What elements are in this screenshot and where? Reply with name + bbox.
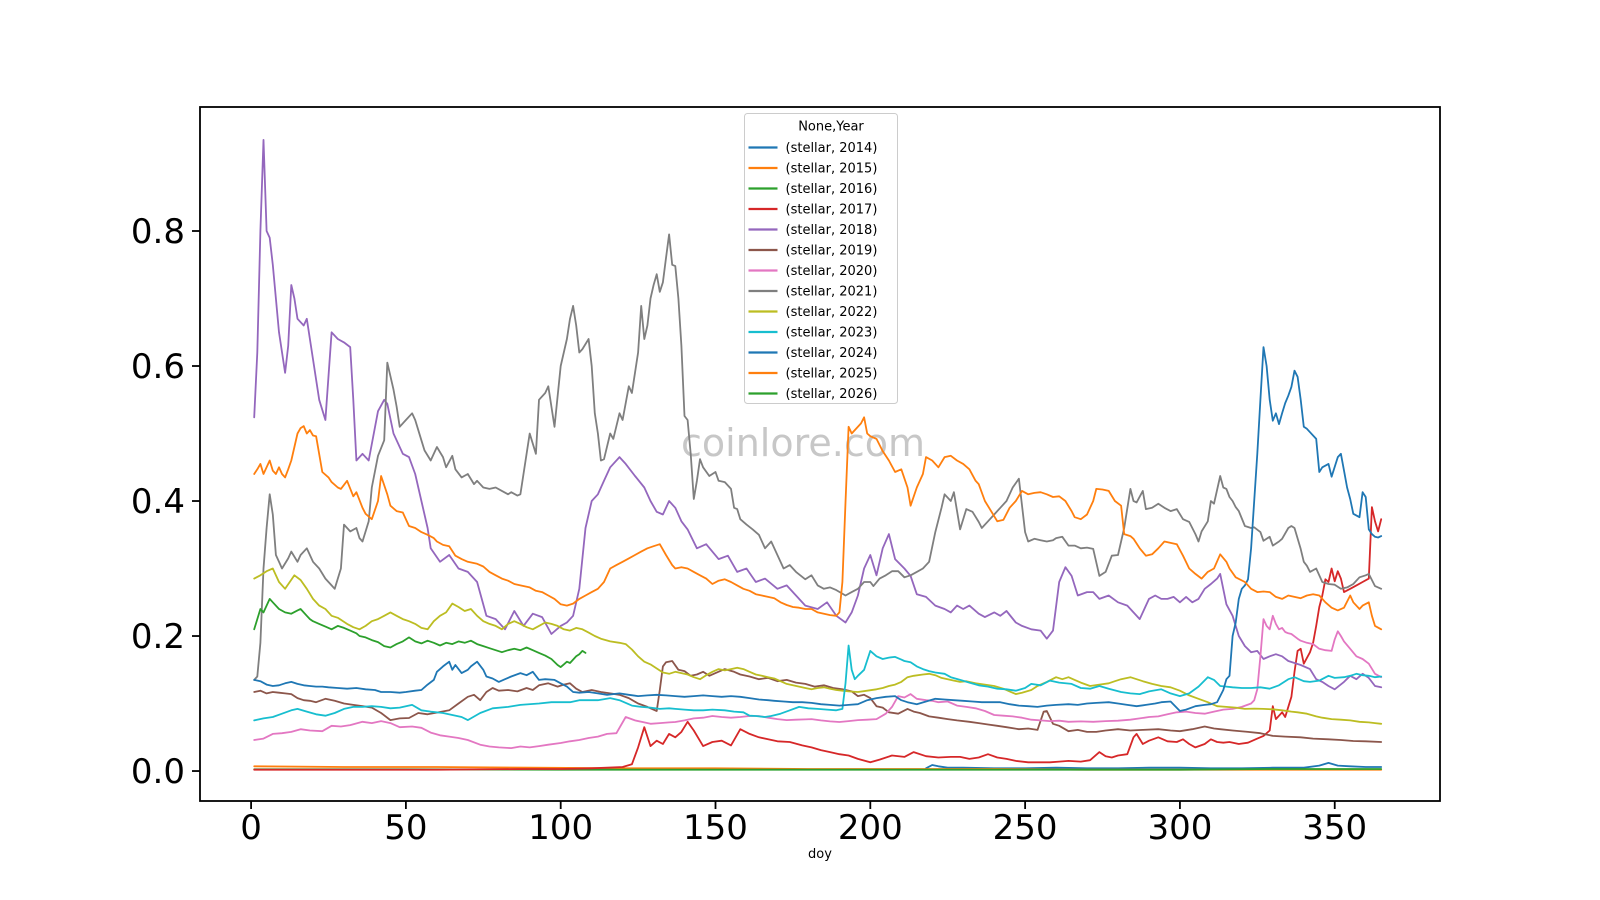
legend-label-2019: (stellar, 2019) (786, 244, 878, 259)
legend-label-2014: (stellar, 2014) (786, 141, 878, 156)
x-tick-label: 0 (240, 808, 262, 848)
legend-label-2020: (stellar, 2020) (786, 264, 878, 279)
x-tick-label: 200 (838, 808, 903, 848)
legend-label-2016: (stellar, 2016) (786, 182, 878, 197)
legend: None,Year (stellar, 2014) (stellar, 2015) (… (744, 113, 898, 404)
series-line-2026 (253, 598, 587, 668)
y-tick-label: 0.6 (131, 347, 185, 387)
x-tick-label: 150 (683, 808, 748, 848)
legend-title: None,Year (798, 120, 864, 135)
y-tick-label: 0.0 (131, 752, 185, 792)
plot-frame (199, 106, 1441, 802)
legend-label-2015: (stellar, 2015) (786, 162, 878, 177)
x-tick-label: 100 (528, 808, 593, 848)
legend-box (744, 113, 898, 404)
x-tick-label: 250 (993, 808, 1058, 848)
x-tick-label: 50 (384, 808, 427, 848)
x-axis-label: doy (808, 847, 832, 862)
series-group (253, 138, 1383, 771)
legend-label-2023: (stellar, 2023) (786, 326, 878, 341)
legend-label-2022: (stellar, 2022) (786, 305, 878, 320)
series-line-2023 (253, 644, 1383, 722)
series-line-2024 (253, 346, 1383, 712)
series-line-2025 (253, 416, 1383, 631)
y-tick-label: 0.4 (131, 482, 185, 522)
legend-label-2024: (stellar, 2024) (786, 346, 878, 361)
axes-group: 0 50 100 150 200 250 300 350 0.0 0.2 0.4 0.6 0.8 (131, 106, 1441, 848)
y-tick-label: 0.2 (131, 617, 185, 657)
series-line-2014 (925, 762, 1383, 770)
series-line-2021 (253, 233, 1383, 681)
series-line-2022 (253, 567, 1383, 725)
y-tick-label: 0.8 (131, 212, 185, 252)
series-line-2017 (253, 506, 1383, 771)
series-line-2020 (253, 614, 1383, 749)
watermark-text: coinlore.com (681, 421, 925, 465)
series-line-2018 (253, 138, 1383, 691)
legend-label-2017: (stellar, 2017) (786, 203, 878, 218)
x-tick-label: 350 (1302, 808, 1367, 848)
legend-label-2025: (stellar, 2025) (786, 367, 878, 382)
legend-label-2018: (stellar, 2018) (786, 223, 878, 238)
series-line-2019 (253, 660, 1383, 743)
legend-label-2026: (stellar, 2026) (786, 387, 878, 402)
legend-label-2021: (stellar, 2021) (786, 285, 878, 300)
x-tick-label: 300 (1147, 808, 1212, 848)
